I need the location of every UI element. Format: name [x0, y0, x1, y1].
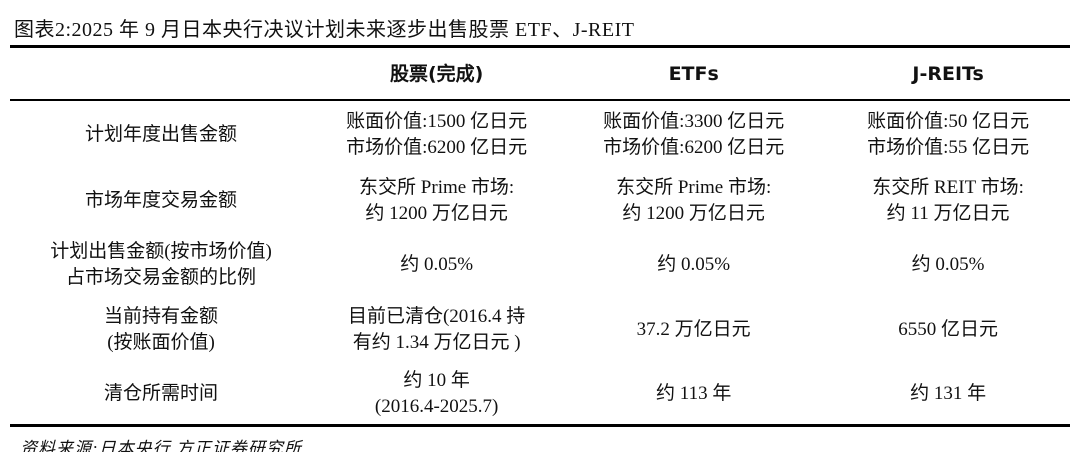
table-header-row: 股票(完成) ETFs J-REITs: [10, 48, 1070, 101]
figure-title: 图表2:2025 年 9 月日本央行决议计划未来逐步出售股票 ETF、J-REI…: [14, 19, 635, 41]
cell-etfs: 37.2 万亿日元: [636, 319, 751, 340]
cell-etfs: 约 113 年: [656, 382, 732, 404]
table-row-current-holdings: 当前持有金额 (按账面价值) 目前已清仓(2016.4 持 有约 1.34 万亿…: [10, 297, 1070, 363]
row-label: 计划年度出售金额: [85, 124, 238, 145]
col-header-etfs: ETFs: [668, 62, 719, 85]
cell-etfs: 账面价值:3300 亿日元 市场价值:6200 亿日元: [603, 111, 785, 158]
table-row-sale-ratio: 计划出售金额(按市场价值) 占市场交易金额的比例 约 0.05% 约 0.05%…: [10, 233, 1070, 297]
cell-jreits: 约 0.05%: [911, 254, 985, 275]
row-label: 当前持有金额 (按账面价值): [104, 306, 219, 353]
col-header-stocks: 股票(完成): [389, 62, 484, 85]
table-row-market-annual-trading: 市场年度交易金额 东交所 Prime 市场: 约 1200 万亿日元 东交所 P…: [10, 169, 1070, 233]
cell-stocks: 东交所 Prime 市场: 约 1200 万亿日元: [359, 177, 515, 224]
data-table: 股票(完成) ETFs J-REITs 计划年度出售金额 账面价值:1500 亿…: [10, 45, 1070, 427]
cell-jreits: 账面价值:50 亿日元 市场价值:55 亿日元: [867, 111, 1030, 158]
cell-jreits: 6550 亿日元: [898, 319, 998, 340]
cell-etfs: 东交所 Prime 市场: 约 1200 万亿日元: [616, 177, 772, 224]
cell-jreits: 约 131 年: [910, 382, 987, 404]
cell-stocks: 约 0.05%: [400, 254, 474, 275]
row-label: 清仓所需时间: [104, 382, 219, 404]
row-label: 计划出售金额(按市场价值) 占市场交易金额的比例: [50, 241, 272, 288]
table-row-time-to-liquidate: 清仓所需时间 约 10 年 (2016.4-2025.7) 约 113 年 约 …: [10, 363, 1070, 424]
col-header-jreits: J-REITs: [912, 62, 984, 85]
row-label: 市场年度交易金额: [85, 190, 238, 211]
cell-stocks: 约 10 年 (2016.4-2025.7): [374, 369, 499, 417]
source-note: 资料来源:日本央行,方正证券研究所: [20, 439, 302, 452]
cell-stocks: 目前已清仓(2016.4 持 有约 1.34 万亿日元 ): [347, 306, 526, 353]
cell-etfs: 约 0.05%: [657, 254, 731, 275]
cell-jreits: 东交所 REIT 市场: 约 11 万亿日元: [872, 177, 1024, 224]
cell-stocks: 账面价值:1500 亿日元 市场价值:6200 亿日元: [346, 111, 528, 158]
col-header-empty: [10, 48, 312, 99]
table-row-annual-sale-amount: 计划年度出售金额 账面价值:1500 亿日元 市场价值:6200 亿日元 账面价…: [10, 101, 1070, 169]
